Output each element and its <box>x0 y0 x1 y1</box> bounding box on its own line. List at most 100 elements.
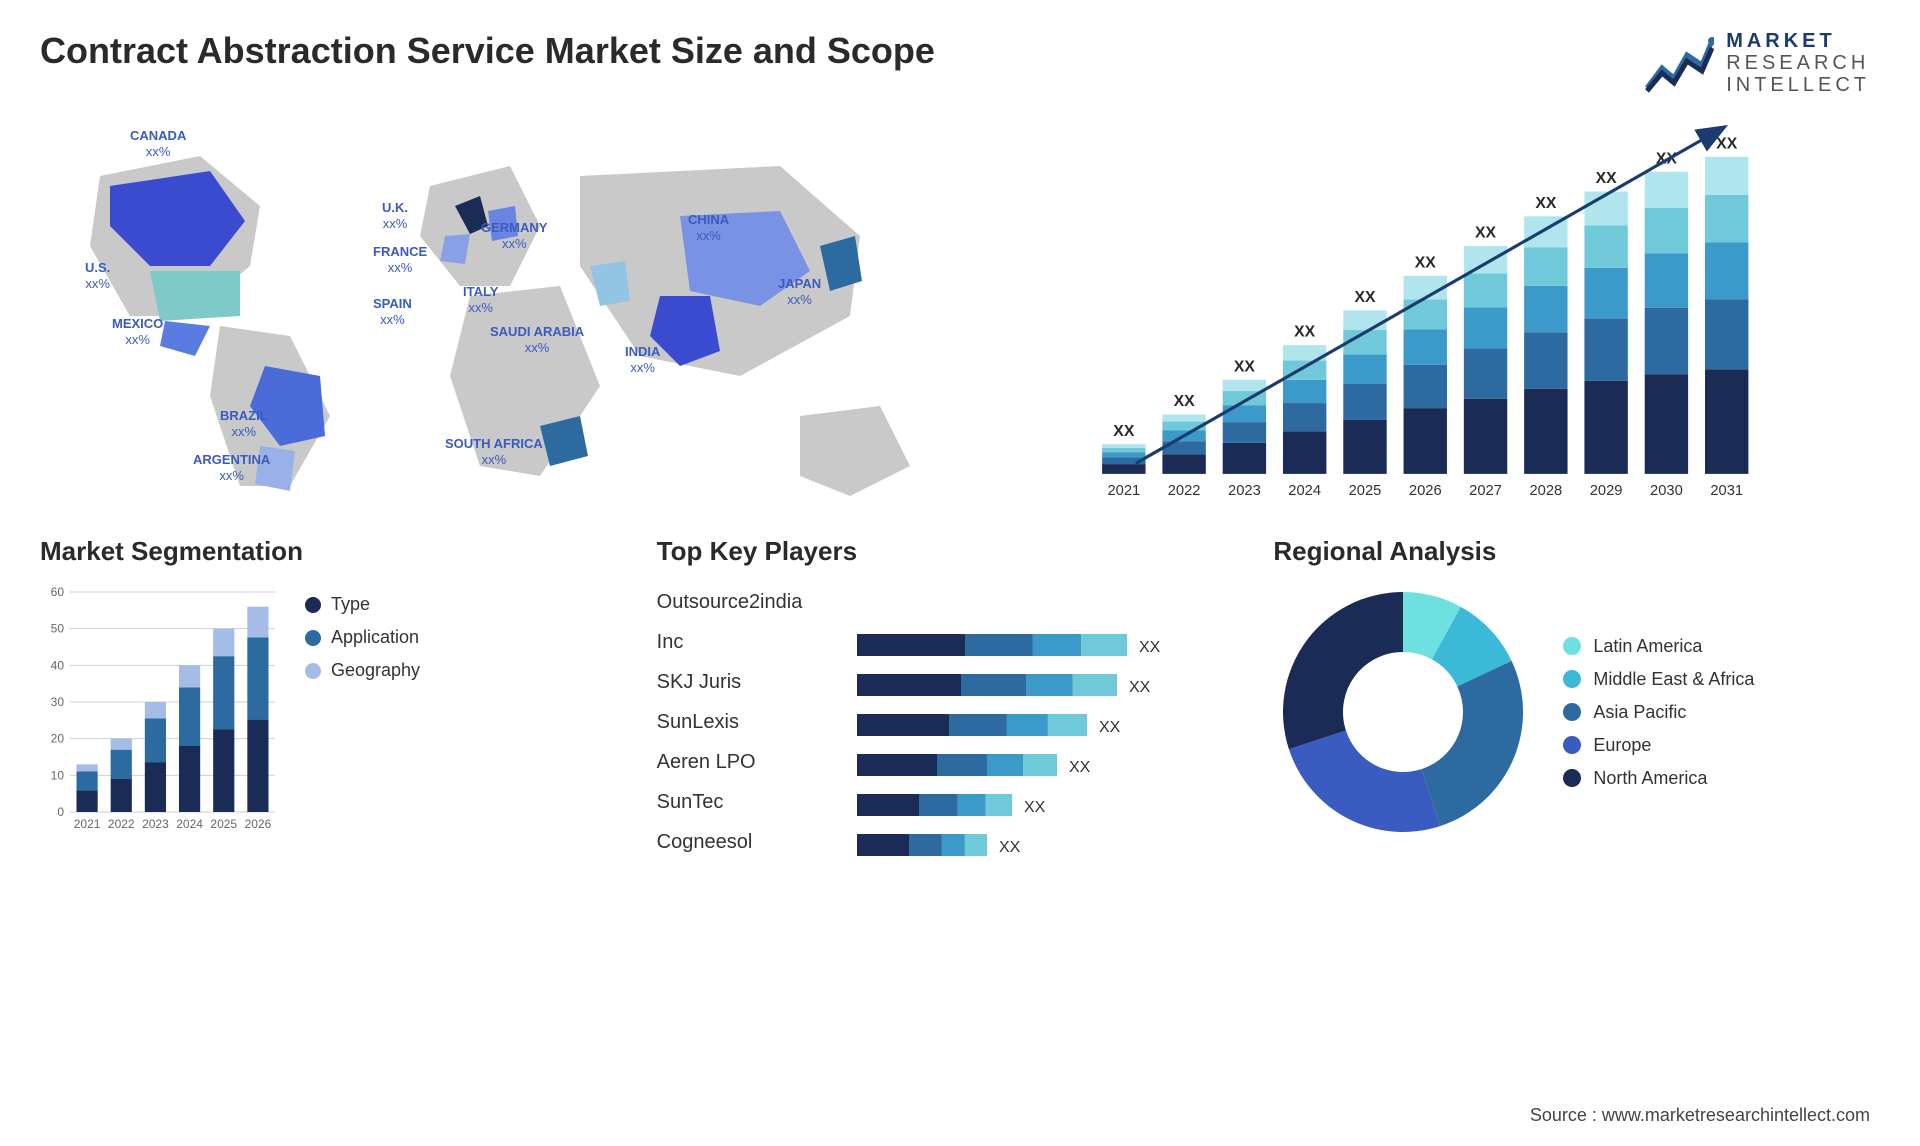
growth-bar-segment <box>1162 454 1205 474</box>
growth-bar-segment <box>1464 246 1507 273</box>
player-bar-segment <box>1023 754 1057 776</box>
player-bar-segment <box>1032 634 1081 656</box>
seg-bar-segment <box>213 629 234 657</box>
growth-year-label: 2024 <box>1288 483 1321 499</box>
player-name: SunLexis <box>657 702 837 742</box>
growth-bar-segment <box>1645 172 1688 208</box>
map-label: ITALYxx% <box>463 284 498 315</box>
growth-top-label: XX <box>1234 358 1256 375</box>
growth-bar-segment <box>1223 405 1266 422</box>
segmentation-legend: TypeApplicationGeography <box>305 582 420 842</box>
growth-bar-segment <box>1404 300 1447 330</box>
legend-label: Asia Pacific <box>1593 702 1686 723</box>
svg-text:2022: 2022 <box>108 817 135 831</box>
map-label: SAUDI ARABIAxx% <box>490 324 584 355</box>
player-bar-segment <box>985 794 1011 816</box>
seg-legend-item: Type <box>305 594 420 615</box>
growth-year-label: 2022 <box>1168 483 1201 499</box>
donut-slice <box>1283 592 1403 749</box>
seg-bar-segment <box>111 739 132 750</box>
growth-bar-segment <box>1223 443 1266 474</box>
seg-bar-segment <box>111 779 132 812</box>
growth-bar-segment <box>1524 286 1567 332</box>
player-bar-segment <box>961 674 1026 696</box>
player-name: SunTec <box>657 782 837 822</box>
growth-year-label: 2028 <box>1529 483 1562 499</box>
donut-slice <box>1289 731 1440 832</box>
seg-bar-segment <box>145 702 166 719</box>
growth-bar-segment <box>1283 431 1326 474</box>
growth-bar-segment <box>1464 399 1507 474</box>
players-names: Outsource2indiaIncSKJ JurisSunLexisAeren… <box>657 582 837 872</box>
growth-bar-segment <box>1464 308 1507 349</box>
map-label: U.K.xx% <box>382 200 408 231</box>
player-bar-segment <box>857 834 909 856</box>
svg-text:2026: 2026 <box>245 817 272 831</box>
growth-bar-segment <box>1223 422 1266 443</box>
player-value-label: XX <box>1099 719 1121 736</box>
svg-text:2025: 2025 <box>210 817 237 831</box>
map-label: GERMANYxx% <box>481 220 547 251</box>
player-name: Aeren LPO <box>657 742 837 782</box>
map-label: MEXICOxx% <box>112 316 163 347</box>
seg-bar-segment <box>247 637 268 719</box>
player-name: Inc <box>657 622 837 662</box>
growth-bar-segment <box>1645 374 1688 474</box>
growth-bar-segment <box>1524 332 1567 389</box>
map-label: JAPANxx% <box>778 276 821 307</box>
growth-bar-segment <box>1464 349 1507 399</box>
svg-text:2023: 2023 <box>142 817 169 831</box>
growth-chart-svg: 2021XX2022XX2023XX2024XX2025XX2026XX2027… <box>970 116 1870 516</box>
regional-legend-item: Latin America <box>1563 636 1754 657</box>
map-label: SOUTH AFRICAxx% <box>445 436 543 467</box>
growth-year-label: 2025 <box>1349 483 1382 499</box>
donut-slice <box>1422 661 1523 826</box>
player-value-label: XX <box>1069 759 1091 776</box>
growth-bar-segment <box>1404 365 1447 409</box>
seg-bar-segment <box>145 719 166 763</box>
player-bar-segment <box>857 714 949 736</box>
growth-bar-segment <box>1162 414 1205 421</box>
map-label: FRANCExx% <box>373 244 427 275</box>
player-bar-segment <box>857 754 937 776</box>
growth-bar-segment <box>1464 273 1507 307</box>
growth-bar-segment <box>1343 384 1386 420</box>
regional-legend-item: Middle East & Africa <box>1563 669 1754 690</box>
svg-text:40: 40 <box>51 658 65 672</box>
legend-dot <box>305 630 321 646</box>
segmentation-panel: Market Segmentation 01020304050602021202… <box>40 536 637 872</box>
seg-bar-segment <box>179 687 200 746</box>
svg-text:10: 10 <box>51 768 65 782</box>
svg-text:2024: 2024 <box>176 817 203 831</box>
regional-panel: Regional Analysis Latin AmericaMiddle Ea… <box>1273 536 1870 872</box>
seg-bar-segment <box>76 764 97 771</box>
growth-bar-segment <box>1343 310 1386 330</box>
svg-text:0: 0 <box>57 805 64 819</box>
growth-bar-segment <box>1404 329 1447 365</box>
player-bar-segment <box>1048 714 1087 736</box>
map-label: CANADAxx% <box>130 128 186 159</box>
growth-year-label: 2031 <box>1710 483 1743 499</box>
player-bar-segment <box>937 754 987 776</box>
legend-dot <box>305 663 321 679</box>
growth-bar-segment <box>1584 192 1627 226</box>
growth-bar-segment <box>1705 369 1748 474</box>
player-bar-segment <box>1026 674 1073 696</box>
player-name: Cogneesol <box>657 822 837 862</box>
growth-top-label: XX <box>1596 170 1618 187</box>
players-chart-svg: XXXXXXXXXXXX <box>857 582 1177 872</box>
player-name: SKJ Juris <box>657 662 837 702</box>
growth-bar-segment <box>1584 381 1627 474</box>
growth-bar-segment <box>1584 225 1627 267</box>
player-bar-segment <box>987 754 1023 776</box>
growth-bar-segment <box>1283 403 1326 431</box>
growth-top-label: XX <box>1415 254 1437 271</box>
players-title: Top Key Players <box>657 536 1254 567</box>
player-bar-segment <box>1072 674 1116 696</box>
svg-text:60: 60 <box>51 585 65 599</box>
legend-dot <box>1563 769 1581 787</box>
legend-dot <box>1563 670 1581 688</box>
players-panel: Top Key Players Outsource2indiaIncSKJ Ju… <box>657 536 1254 872</box>
legend-label: Europe <box>1593 735 1651 756</box>
growth-bar-segment <box>1705 242 1748 299</box>
